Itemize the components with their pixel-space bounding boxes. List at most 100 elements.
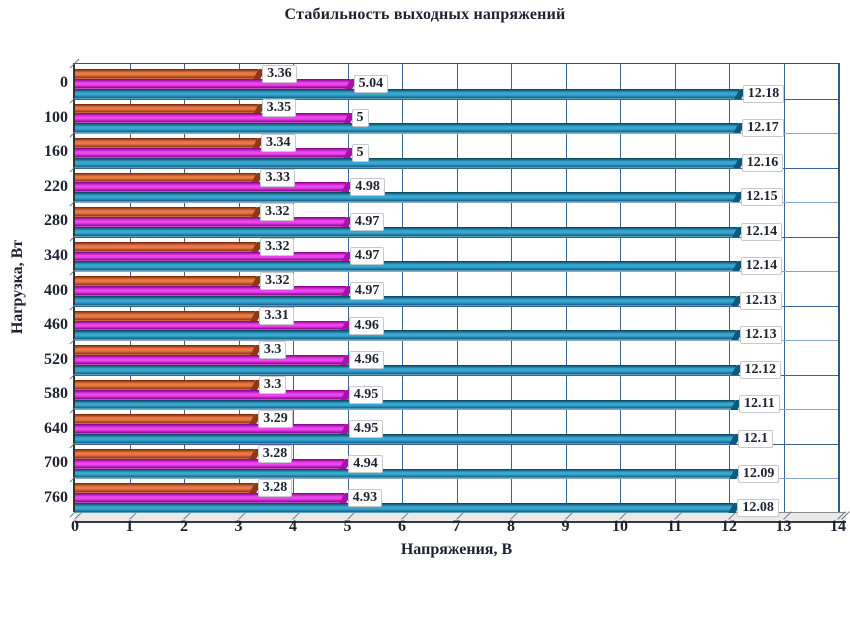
gridline-horizontal [75, 443, 838, 445]
bar-blue-series-400 [75, 295, 744, 306]
bar-value-label: 3.35 [261, 99, 297, 118]
bar-value-label: 3.36 [262, 64, 297, 83]
bar-value-label: 4.95 [348, 385, 384, 404]
bar-orange-series-700 [75, 448, 262, 459]
chart-title: Стабильность выходных напряжений [284, 6, 566, 23]
bar-value-label: 4.98 [350, 178, 385, 197]
gridline-horizontal [75, 236, 838, 238]
bar-value-label: 4.93 [347, 489, 383, 508]
category-label: 460 [44, 316, 68, 334]
category-label: 340 [44, 246, 68, 264]
gridline-vertical [402, 64, 403, 513]
bar-value-label: 3.29 [258, 410, 293, 429]
bar-value-label: 5 [351, 109, 369, 128]
bar-blue-series-220 [75, 192, 745, 203]
bar-value-label: 4.97 [349, 282, 385, 300]
x-tick-label: 0 [71, 518, 79, 535]
bar-blue-series-100 [75, 123, 746, 134]
bar-value-label: 5.04 [353, 74, 389, 93]
gridline-horizontal [75, 202, 838, 204]
x-tick-label: 1 [125, 518, 134, 535]
bar-value-label: 5 [351, 143, 369, 162]
bar-magenta-series-460 [75, 320, 353, 331]
bar-magenta-series-100 [75, 113, 356, 124]
category-label: 520 [44, 350, 68, 368]
gridline-vertical [456, 64, 458, 513]
bar-value-label: 12.13 [740, 291, 782, 310]
gridline-horizontal [75, 478, 838, 480]
gridline-horizontal [75, 167, 838, 169]
bar-magenta-series-400 [75, 286, 354, 296]
bar-value-label: 12.13 [740, 326, 782, 345]
category-label: 280 [44, 212, 68, 230]
bar-blue-series-340 [75, 261, 745, 272]
x-tick-label: 6 [398, 518, 406, 535]
bar-value-label: 12.08 [737, 499, 779, 518]
bar-value-label: 3.3 [258, 375, 287, 394]
plot-area: 3.36 5.04 12.18 3.35 5 12.17 3.34 5 12.16 3.33 4.9… [75, 63, 840, 518]
bar-magenta-series-280 [75, 217, 354, 227]
x-tick-label: 11 [666, 518, 683, 535]
bar-value-label: 4.96 [349, 316, 384, 335]
x-tick-label: 8 [507, 518, 515, 535]
gridline-vertical [620, 64, 621, 513]
bar-orange-series-0 [75, 69, 266, 79]
x-tick-label: 3 [234, 518, 243, 535]
bar-magenta-series-160 [75, 147, 356, 158]
bar-blue-series-640 [75, 434, 743, 444]
bar-value-label: 12.16 [741, 153, 784, 172]
bar-value-label: 4.95 [348, 420, 384, 439]
gridline-vertical [674, 64, 676, 513]
bar-orange-series-460 [75, 310, 264, 321]
bar-value-label: 12.14 [740, 257, 783, 276]
gridline-vertical [729, 64, 730, 513]
bar-value-label: 4.96 [349, 351, 384, 370]
bar-blue-series-460 [75, 330, 744, 341]
category-label: 220 [44, 177, 68, 195]
bar-magenta-series-760 [75, 493, 352, 504]
x-tick-label: 13 [775, 518, 792, 535]
category-label: 580 [44, 385, 68, 403]
x-tick-label: 2 [180, 518, 188, 535]
bar-value-label: 3.33 [260, 168, 295, 187]
gridline-horizontal [75, 305, 838, 307]
bar-orange-series-640 [75, 414, 262, 425]
category-label: 700 [44, 454, 68, 472]
bar-magenta-series-520 [75, 355, 353, 365]
gridline-vertical [511, 64, 512, 513]
bar-orange-series-100 [75, 103, 266, 114]
gridline-vertical [783, 64, 785, 513]
bar-orange-series-520 [75, 345, 263, 356]
gridline-horizontal [75, 133, 838, 135]
gridline-horizontal [75, 340, 838, 342]
category-label: 640 [44, 419, 68, 437]
bar-blue-series-580 [75, 399, 743, 410]
gridline-vertical [565, 64, 567, 513]
bar-value-label: 3.28 [257, 479, 293, 498]
bar-blue-series-520 [75, 365, 744, 375]
x-tick-label: 14 [830, 518, 846, 535]
category-label: 160 [44, 143, 68, 161]
gridline-horizontal [75, 374, 838, 376]
category-label: 760 [44, 488, 68, 506]
bar-magenta-series-640 [75, 424, 353, 435]
bar-value-label: 4.97 [349, 247, 385, 266]
x-tick-label: 5 [343, 518, 352, 535]
gridline-horizontal [75, 98, 838, 100]
bar-value-label: 12.15 [741, 188, 783, 207]
bar-orange-series-580 [75, 379, 263, 390]
x-tick-label: 4 [289, 518, 297, 535]
bar-blue-series-280 [75, 226, 745, 237]
bar-orange-series-760 [75, 483, 262, 494]
bar-magenta-series-0 [75, 78, 358, 89]
bar-value-label: 3.32 [259, 272, 295, 291]
bar-orange-series-280 [75, 207, 264, 217]
x-tick-label: 12 [721, 518, 737, 535]
gridline-horizontal [75, 409, 838, 411]
category-label: 100 [44, 108, 68, 126]
gridline-horizontal [75, 271, 838, 273]
y-axis-line [73, 63, 75, 512]
category-label: 400 [44, 281, 68, 299]
bar-value-label: 4.94 [348, 454, 383, 473]
